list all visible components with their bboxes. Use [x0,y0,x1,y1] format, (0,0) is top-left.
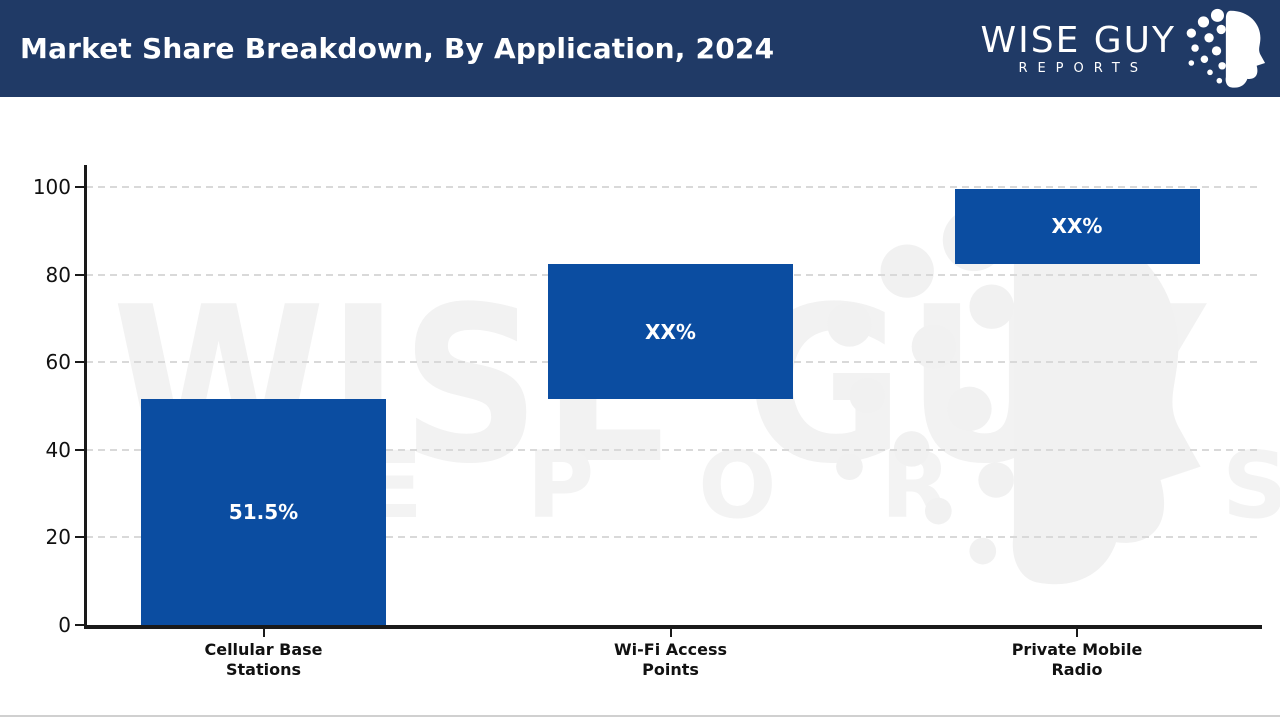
bar-value-label: 51.5% [228,500,299,525]
x-tick-mark [262,628,265,637]
x-category-label-line: Points [642,660,699,679]
bar-value-label: XX% [1051,214,1103,239]
brand-head-icon [1186,8,1266,88]
x-tick-mark [669,628,672,637]
gridline [86,536,1262,539]
x-category-label-line: Stations [225,660,301,679]
bar: XX% [954,189,1200,264]
brand-logo-text: WISE GUY REPORTS [980,19,1177,76]
y-tick-label: 60 [45,350,71,375]
x-category-label-line: Radio [1051,660,1103,679]
y-tick-label: 20 [45,525,71,550]
gridline [86,186,1262,188]
x-category-label: Wi-Fi Access Points [511,640,831,680]
y-tick-mark [75,536,84,539]
brand-logo: WISE GUY REPORTS [981,7,1280,91]
y-tick-mark [75,624,84,626]
y-tick-label: 100 [32,175,71,199]
brand-subtitle: REPORTS [1018,60,1149,76]
header-bar: Market Share Breakdown, By Application, … [0,0,1280,97]
y-axis-line [84,165,87,625]
brand-name: WISE GUY [980,19,1176,61]
x-category-label: Private Mobile Radio [917,640,1237,680]
bar-value-label: XX% [645,319,696,344]
y-tick-mark [75,448,84,451]
x-axis-line [84,625,1262,629]
x-category-label-line: Private Mobile [1011,640,1143,659]
y-tick-mark [75,273,84,276]
page-title: Market Share Breakdown, By Application, … [20,32,775,65]
y-tick-label: 0 [58,613,71,637]
footer-divider [0,715,1280,717]
gridline [86,448,1262,451]
y-tick-mark [75,361,84,364]
y-tick-label: 40 [45,437,71,462]
x-category-label-line: Cellular Base [204,640,323,659]
y-tick-mark [75,186,84,188]
x-category-label: Cellular Base Stations [104,640,424,680]
bar: 51.5% [141,399,386,625]
x-tick-mark [1076,628,1078,637]
x-category-label-line: Wi-Fi Access [613,640,727,659]
bar: XX% [548,263,793,400]
y-tick-label: 80 [45,262,71,287]
